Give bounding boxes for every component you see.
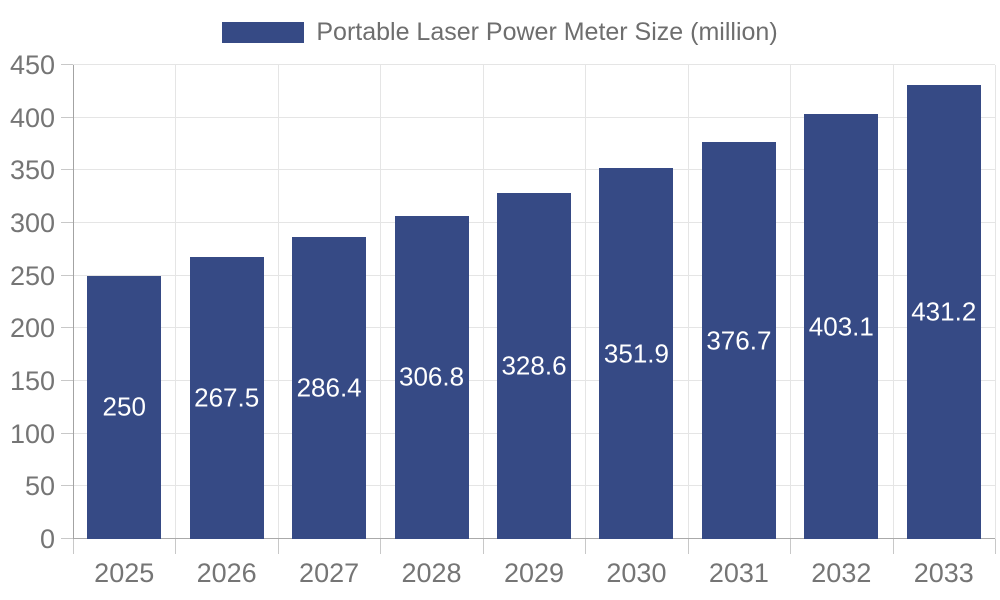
x-axis-tick-label: 2032 <box>811 558 872 588</box>
bar-2027[interactable]: 286.4 <box>292 237 367 539</box>
bar-2030[interactable]: 351.9 <box>599 168 674 539</box>
y-axis-tick <box>61 274 73 276</box>
bar-2028[interactable]: 306.8 <box>394 215 469 539</box>
gridline-vertical <box>175 65 177 539</box>
bar-value-label: 286.4 <box>296 372 362 403</box>
y-axis-tick-label: 450 <box>9 50 55 80</box>
bar-value-label: 376.7 <box>706 325 772 356</box>
legend-label: Portable Laser Power Meter Size (million… <box>316 17 778 46</box>
x-axis-tick <box>995 539 996 554</box>
x-axis-tick <box>73 539 74 554</box>
x-axis-tick <box>277 539 279 554</box>
y-axis-tick <box>61 380 73 381</box>
x-axis-tick <box>892 539 894 554</box>
x-axis-tick-label: 2033 <box>913 558 974 588</box>
bar-2026[interactable]: 267.5 <box>189 257 264 539</box>
bar-value-label: 250 <box>102 391 146 422</box>
y-axis-tick-label: 300 <box>9 208 55 238</box>
bar-value-label: 403.1 <box>808 311 874 342</box>
y-axis-tick <box>61 538 73 539</box>
y-axis-tick <box>61 485 73 487</box>
x-axis-tick-label: 2027 <box>299 558 360 588</box>
y-axis-tick <box>61 327 73 329</box>
legend-swatch <box>222 21 305 43</box>
x-axis-tick-label: 2031 <box>708 558 769 588</box>
gridline-vertical <box>995 65 996 539</box>
y-axis-tick <box>61 116 73 118</box>
y-axis-tick <box>61 169 73 171</box>
y-axis-tick-label: 250 <box>9 260 55 291</box>
gridline-horizontal <box>73 169 995 171</box>
x-axis-tick-label: 2025 <box>94 558 155 588</box>
gridline-vertical <box>277 65 279 539</box>
x-axis-tick <box>790 539 792 554</box>
x-axis-tick-label: 2030 <box>606 558 667 588</box>
y-axis-line <box>73 65 74 539</box>
bar-2029[interactable]: 328.6 <box>497 192 571 539</box>
x-axis-tick <box>380 539 382 554</box>
y-axis-tick <box>61 432 73 434</box>
x-axis-tick <box>482 539 484 554</box>
gridline-vertical <box>687 65 689 539</box>
gridline-horizontal <box>73 64 995 65</box>
y-axis-tick-label: 200 <box>9 313 55 344</box>
bar-2033[interactable]: 431.2 <box>906 84 981 539</box>
y-axis-tick-label: 400 <box>9 102 55 133</box>
x-axis-tick <box>687 539 689 554</box>
gridline-vertical <box>380 65 382 539</box>
x-axis-tick <box>585 539 587 554</box>
bar-value-label: 351.9 <box>603 338 669 369</box>
x-axis-tick <box>175 539 177 554</box>
gridline-vertical <box>790 65 792 539</box>
x-axis-tick-label: 2029 <box>503 558 565 588</box>
y-axis-tick-label: 0 <box>39 524 55 554</box>
bar-2031[interactable]: 376.7 <box>701 142 776 539</box>
y-axis-tick-label: 50 <box>24 471 55 502</box>
y-axis-tick <box>61 64 73 65</box>
y-axis-tick-label: 150 <box>9 366 55 396</box>
bar-2032[interactable]: 403.1 <box>804 114 879 539</box>
bar-value-label: 306.8 <box>399 361 465 392</box>
x-axis-tick-label: 2026 <box>196 558 257 588</box>
gridline-vertical <box>892 65 894 539</box>
y-axis-tick <box>61 222 73 223</box>
gridline-horizontal <box>73 116 995 118</box>
x-axis-tick-label: 2028 <box>401 558 462 588</box>
bar-2025[interactable]: 250 <box>87 275 162 539</box>
y-axis-tick-label: 350 <box>9 155 55 186</box>
plot-area: 250 267.5 286.4 306.8 328.6 351.9 376.7 403.1 43… <box>61 64 996 554</box>
gridline-vertical <box>585 65 587 539</box>
bar-value-label: 431.2 <box>911 296 977 327</box>
bar-value-label: 328.6 <box>501 350 567 381</box>
legend[interactable]: Portable Laser Power Meter Size (million… <box>0 17 1000 47</box>
gridline-vertical <box>482 65 484 539</box>
y-axis-tick-label: 100 <box>9 418 55 449</box>
bar-value-label: 267.5 <box>194 382 260 413</box>
